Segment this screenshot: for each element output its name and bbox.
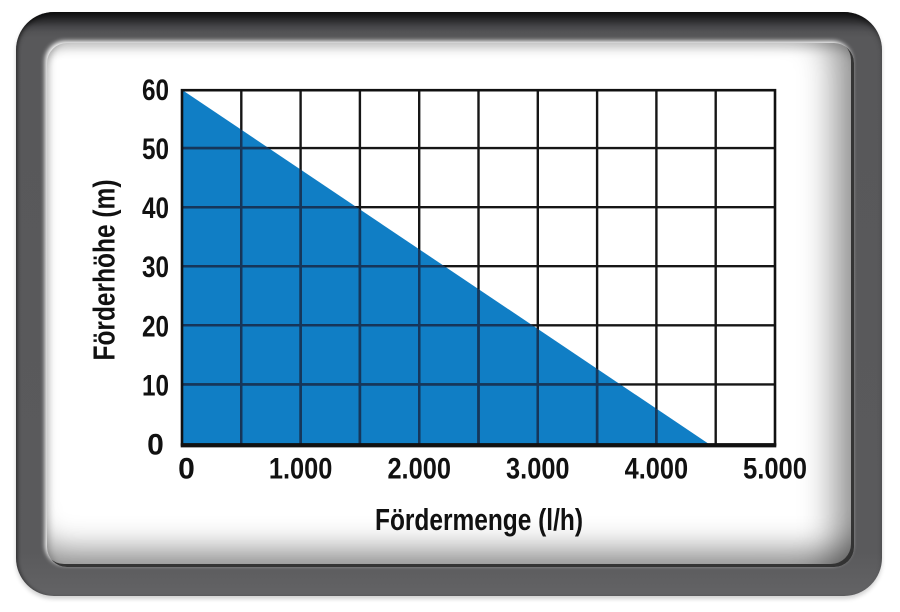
svg-text:0: 0 [147, 429, 164, 462]
svg-text:5.000: 5.000 [743, 453, 807, 486]
svg-text:40: 40 [142, 192, 169, 225]
svg-text:30: 30 [142, 251, 169, 284]
svg-text:60: 60 [142, 74, 169, 107]
svg-text:3.000: 3.000 [506, 453, 570, 486]
svg-text:Fördermenge (l/h): Fördermenge (l/h) [375, 502, 583, 537]
svg-text:2.000: 2.000 [387, 453, 451, 486]
svg-text:10: 10 [142, 369, 169, 402]
svg-text:0: 0 [178, 453, 195, 486]
svg-text:4.000: 4.000 [625, 453, 689, 486]
svg-text:1.000: 1.000 [269, 453, 333, 486]
svg-text:Förderhöhe (m): Förderhöhe (m) [87, 180, 122, 361]
svg-text:20: 20 [142, 310, 169, 343]
svg-text:50: 50 [142, 133, 169, 166]
